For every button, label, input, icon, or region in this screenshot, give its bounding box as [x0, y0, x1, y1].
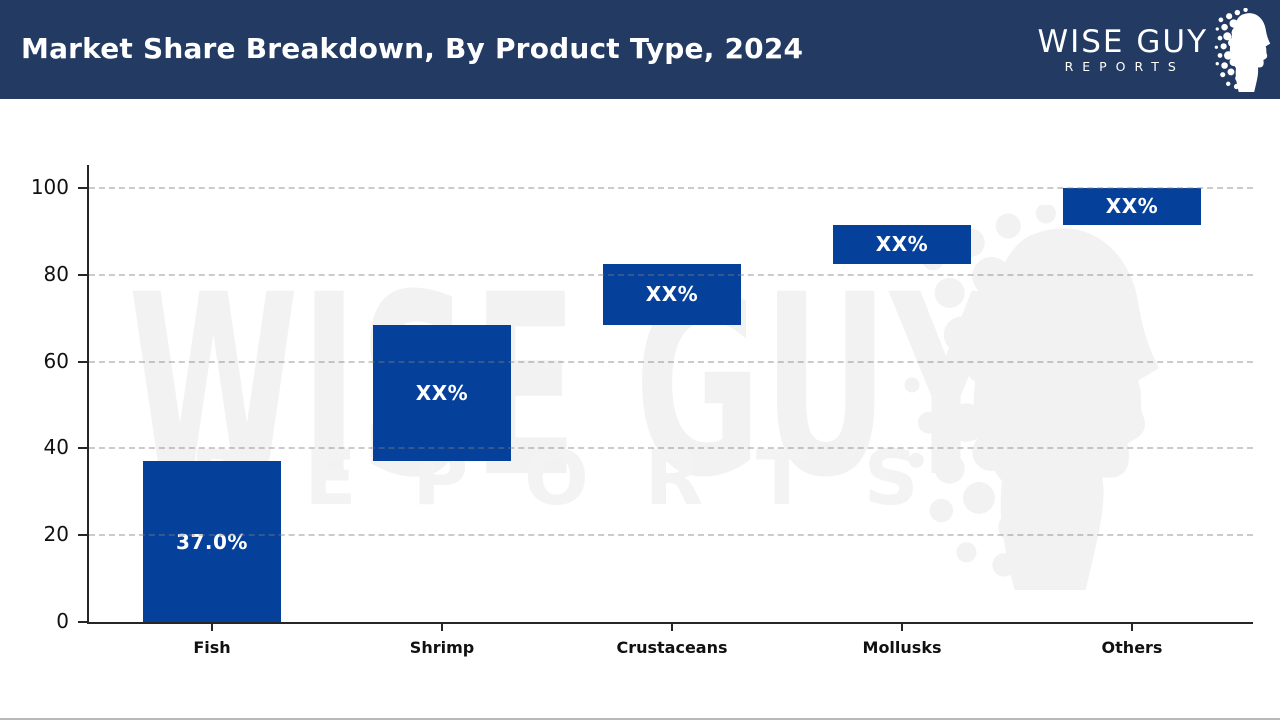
- header-band: Market Share Breakdown, By Product Type,…: [0, 0, 1280, 99]
- bar-shrimp: XX%: [373, 324, 511, 462]
- x-tick-mark: [1131, 622, 1133, 631]
- y-tick-label: 100: [30, 175, 69, 199]
- y-tick-mark: [78, 273, 87, 276]
- x-tick-mark: [211, 622, 213, 631]
- x-axis-label-fish: Fish: [193, 638, 231, 657]
- bar-mollusks: XX%: [833, 224, 971, 264]
- y-tick-mark: [78, 534, 87, 537]
- y-tick-mark: [78, 447, 87, 450]
- brand-subtitle: REPORTS: [1064, 58, 1185, 74]
- y-tick-mark: [78, 360, 87, 363]
- y-tick-label: 20: [43, 522, 69, 547]
- x-tick-mark: [671, 622, 673, 631]
- chart-plot-area: 0 20 40 60 80 100 37.0% Fish XX% Shrimp XX% Crustac…: [31, 165, 1253, 657]
- y-tick-mark: [78, 187, 87, 189]
- grid-line: [89, 187, 1253, 189]
- bar-value-label: 37.0%: [176, 529, 248, 554]
- page-title: Market Share Breakdown, By Product Type,…: [21, 31, 804, 65]
- x-tick-mark: [441, 622, 443, 631]
- y-tick-mark: [78, 621, 87, 623]
- y-tick-label: 60: [43, 348, 69, 373]
- bar-value-label: XX%: [415, 381, 469, 406]
- bar-value-label: XX%: [875, 232, 929, 257]
- x-axis-label-mollusks: Mollusks: [862, 638, 942, 657]
- x-tick-mark: [901, 622, 903, 631]
- y-tick-label: 0: [56, 609, 69, 633]
- grid-line: [89, 273, 1253, 276]
- x-axis-label-shrimp: Shrimp: [409, 638, 475, 657]
- bar-fish: 37.0%: [143, 461, 281, 622]
- y-tick-label: 80: [43, 261, 69, 286]
- grid-line: [89, 447, 1253, 450]
- x-axis-label-others: Others: [1101, 638, 1163, 657]
- bar-value-label: XX%: [645, 282, 699, 307]
- bar-others: XX%: [1063, 188, 1201, 225]
- bar-value-label: XX%: [1105, 194, 1159, 219]
- x-axis-label-crustaceans: Crustaceans: [616, 638, 728, 657]
- grid-line: [89, 534, 1253, 537]
- grid-line: [89, 360, 1253, 363]
- watermark-subtitle-text: REPORTS: [190, 433, 975, 522]
- bar-crustaceans: XX%: [603, 263, 741, 325]
- brand-name: WISE GUY: [1037, 24, 1208, 61]
- brand-logo-text: WISE GUY REPORTS: [1037, 26, 1208, 74]
- y-tick-label: 40: [43, 435, 69, 460]
- brand-logo: WISE GUY REPORTS: [1037, 6, 1272, 94]
- head-profile-icon: [1214, 8, 1271, 92]
